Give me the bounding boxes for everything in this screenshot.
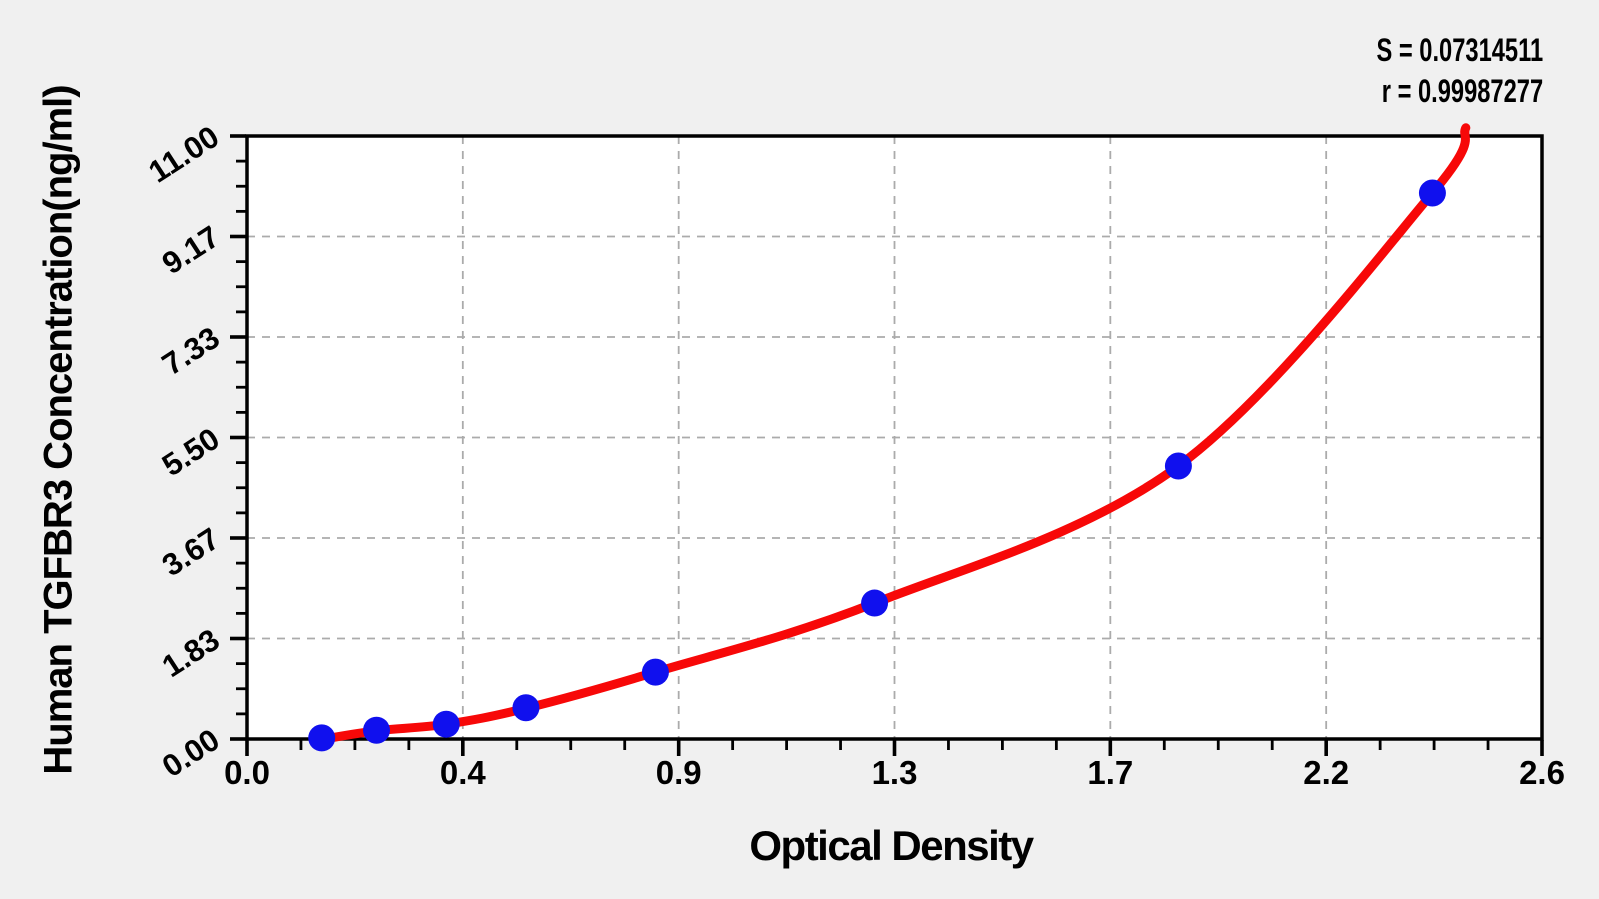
x-tick-label: 1.3 bbox=[871, 754, 918, 791]
x-tick-label: 2.6 bbox=[1519, 754, 1565, 791]
x-axis-title: Optical Density bbox=[749, 822, 1034, 869]
data-point bbox=[432, 710, 460, 738]
data-point bbox=[512, 694, 540, 722]
x-tick-label: 0.4 bbox=[439, 754, 486, 791]
x-tick-label: 1.7 bbox=[1087, 754, 1134, 791]
data-point bbox=[641, 658, 669, 686]
data-point bbox=[308, 724, 336, 752]
data-point bbox=[1164, 452, 1192, 480]
x-tick-label: 0.9 bbox=[655, 754, 702, 791]
data-point bbox=[861, 589, 889, 617]
fit-statistics: S = 0.07314511 r = 0.99987277 bbox=[1376, 30, 1543, 112]
x-tick-label: 2.2 bbox=[1303, 754, 1350, 791]
x-tick-label: 0.0 bbox=[224, 754, 270, 791]
fit-s-value: S = 0.07314511 bbox=[1376, 32, 1543, 68]
plot-frame bbox=[245, 134, 1544, 741]
data-point bbox=[1418, 179, 1446, 207]
data-point bbox=[363, 716, 390, 744]
fit-r-value: r = 0.99987277 bbox=[1381, 73, 1543, 109]
